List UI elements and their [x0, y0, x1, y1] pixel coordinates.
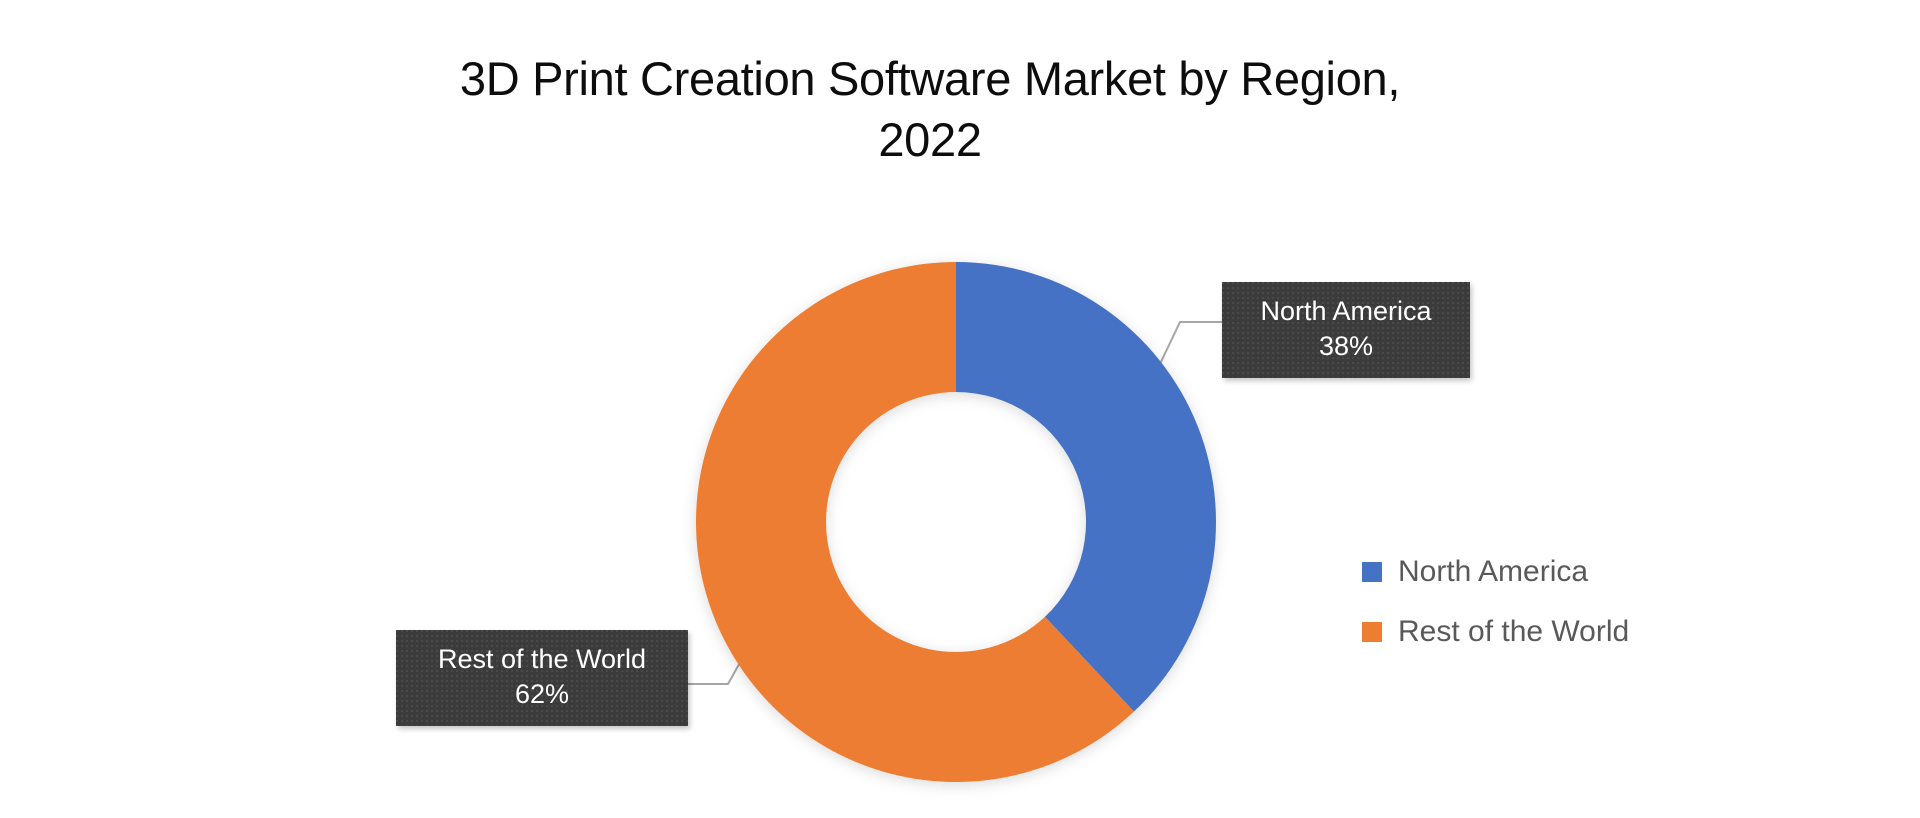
data-label-north-america[interactable]: North America 38% [1222, 282, 1470, 378]
legend-label-rest-of-the-world: Rest of the World [1398, 615, 1630, 648]
legend-item-rest-of-the-world[interactable]: Rest of the World [1362, 602, 1662, 662]
slice-north-america[interactable] [956, 262, 1216, 712]
legend-label-north-america: North America [1398, 555, 1589, 588]
data-label-rest-of-the-world[interactable]: Rest of the World 62% [396, 630, 688, 726]
chart-legend: North America Rest of the World [1352, 536, 1672, 672]
donut-svg [695, 262, 1216, 782]
chart-title: 3D Print Creation Software Market by Reg… [459, 52, 1401, 166]
legend-swatch-rest-of-the-world-icon [1362, 622, 1382, 642]
donut-graphic [695, 262, 1216, 782]
slice-rest-of-the-world[interactable] [695, 262, 1134, 782]
legend-swatch-north-america-icon [1362, 562, 1382, 582]
legend-item-north-america[interactable]: North America [1362, 542, 1662, 602]
